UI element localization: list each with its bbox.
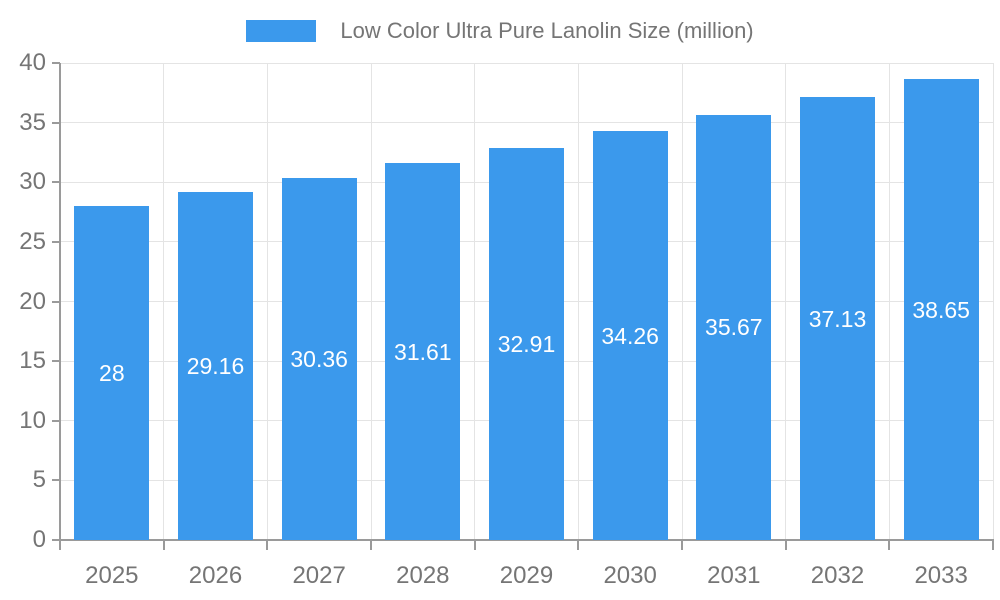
y-axis-tick xyxy=(52,479,60,482)
legend[interactable]: Low Color Ultra Pure Lanolin Size (milli… xyxy=(0,16,1000,46)
x-axis-tick xyxy=(59,540,61,550)
y-axis-tick-label: 10 xyxy=(19,406,46,434)
x-axis-category-label: 2032 xyxy=(810,562,865,589)
x-axis-tick xyxy=(473,540,476,550)
x-axis-category-label: 2031 xyxy=(707,562,761,589)
gridline-vertical xyxy=(163,63,165,540)
gridline-vertical xyxy=(474,63,476,540)
gridline-vertical xyxy=(888,63,890,540)
bar-2030[interactable] xyxy=(592,131,668,540)
bar-2028[interactable] xyxy=(385,163,461,540)
y-axis-tick xyxy=(52,181,60,184)
gridline-vertical xyxy=(370,63,372,540)
x-axis-tick xyxy=(162,540,165,550)
y-axis-tick xyxy=(52,419,60,422)
gridline-horizontal xyxy=(60,122,993,124)
y-axis-tick xyxy=(52,539,60,541)
x-axis-tick xyxy=(577,540,580,550)
y-axis-tick-label: 5 xyxy=(32,466,46,494)
gridline-vertical xyxy=(785,63,787,540)
x-axis-category-label: 2029 xyxy=(499,562,554,589)
y-axis-tick xyxy=(52,360,60,363)
y-axis-tick-label: 30 xyxy=(19,168,46,196)
y-axis-tick-label: 0 xyxy=(32,526,46,553)
y-axis-tick xyxy=(52,62,60,64)
gridline-vertical xyxy=(992,63,994,540)
x-axis-category-label: 2027 xyxy=(292,562,346,589)
bar-2031[interactable] xyxy=(696,114,772,540)
x-axis-tick xyxy=(266,540,269,550)
y-axis-tick-label: 20 xyxy=(19,287,46,315)
y-axis-tick-label: 25 xyxy=(19,227,46,255)
legend-swatch-icon xyxy=(246,20,317,42)
x-axis-category-label: 2033 xyxy=(914,562,968,589)
bar-2027[interactable] xyxy=(281,177,357,540)
legend-label: Low Color Ultra Pure Lanolin Size (milli… xyxy=(340,18,754,43)
gridline-horizontal xyxy=(60,62,993,64)
y-axis-tick-label: 15 xyxy=(19,347,46,375)
x-axis-tick xyxy=(681,540,683,550)
x-axis-tick xyxy=(888,540,891,550)
x-axis-category-label: 2026 xyxy=(188,562,243,589)
y-axis-tick-label: 40 xyxy=(19,49,46,76)
x-axis-category-label: 2025 xyxy=(85,562,139,589)
bar-2029[interactable] xyxy=(489,147,564,540)
gridline-vertical xyxy=(577,63,579,540)
x-axis-category-label: 2030 xyxy=(603,562,657,589)
y-axis-tick-label: 35 xyxy=(19,108,46,136)
x-axis-tick xyxy=(370,540,372,550)
y-axis-line xyxy=(59,63,61,540)
bar-2033[interactable] xyxy=(903,79,979,540)
gridline-vertical xyxy=(266,63,268,540)
gridline-vertical xyxy=(681,63,683,540)
bar-2026[interactable] xyxy=(178,192,253,540)
y-axis-tick xyxy=(52,240,60,243)
x-axis-tick xyxy=(784,540,787,550)
x-axis-tick xyxy=(992,540,994,550)
x-axis-line xyxy=(59,539,994,541)
y-axis-tick xyxy=(52,121,60,124)
x-axis-category-label: 2028 xyxy=(396,562,450,589)
bar-2032[interactable] xyxy=(800,97,875,540)
y-axis-tick xyxy=(52,300,60,303)
bar-2025[interactable] xyxy=(74,206,150,540)
